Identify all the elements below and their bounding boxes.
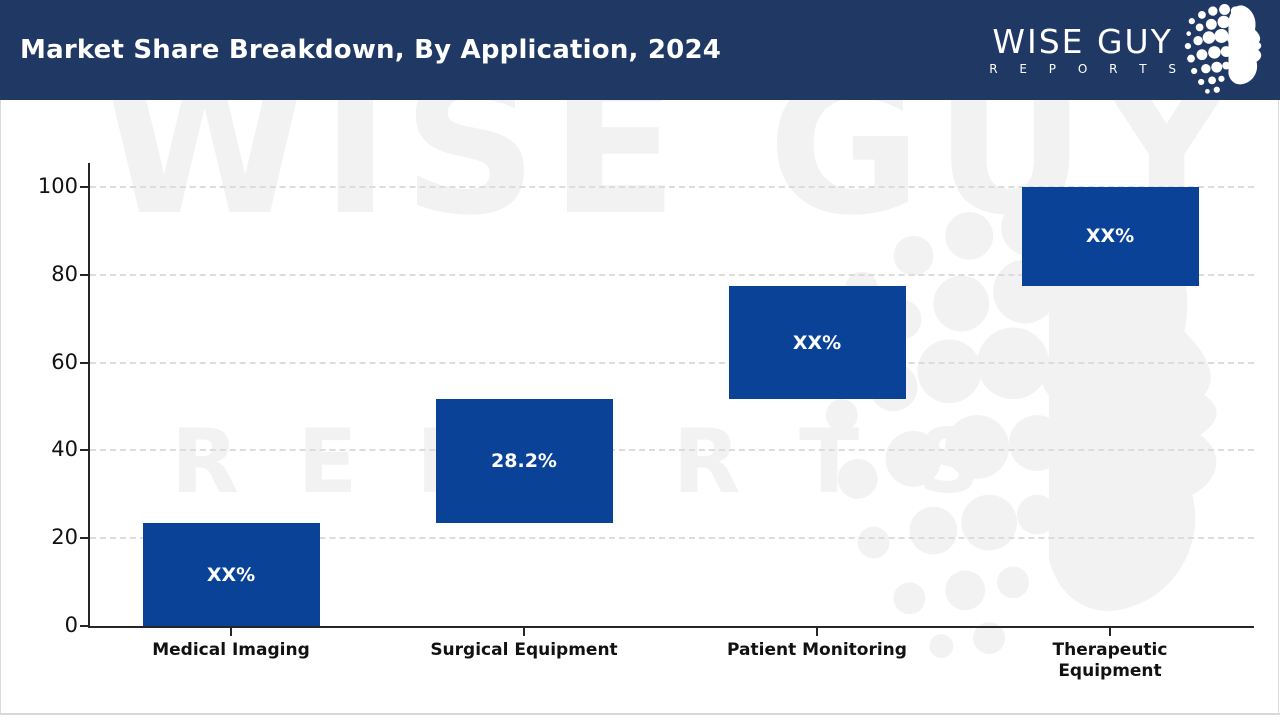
bar-surgical-equipment: 28.2% xyxy=(435,399,613,524)
gridline-80 xyxy=(90,273,1254,276)
header-bar: Market Share Breakdown, By Application, … xyxy=(0,0,1280,100)
y-tick-label-80: 80 xyxy=(51,261,78,286)
y-tick-label-0: 0 xyxy=(64,613,78,637)
y-tick-40 xyxy=(80,449,88,452)
logo-subtitle: R E P O R T S xyxy=(989,61,1185,76)
y-tick-20 xyxy=(80,537,88,540)
bar-value-label: XX% xyxy=(792,331,842,354)
bar-therapeutic-equipment: XX% xyxy=(1021,187,1199,286)
y-tick-label-40: 40 xyxy=(51,437,78,462)
y-axis-spine xyxy=(88,163,90,628)
y-tick-label-60: 60 xyxy=(51,349,78,374)
x-tick-label-1: Surgical Equipment xyxy=(430,640,618,660)
x-tick-label-3: Therapeutic Equipment xyxy=(1052,640,1168,681)
y-tick-60 xyxy=(80,361,88,364)
bar-medical-imaging: XX% xyxy=(142,523,320,626)
logo-dotted-head-icon xyxy=(1184,4,1262,94)
frame-border xyxy=(0,713,1280,715)
bar-value-label: XX% xyxy=(206,563,256,586)
gridline-60 xyxy=(90,361,1254,364)
bar-patient-monitoring: XX% xyxy=(728,285,906,400)
x-axis-spine xyxy=(88,626,1254,628)
y-tick-100 xyxy=(80,186,88,188)
x-tick-1 xyxy=(523,628,525,636)
frame-border xyxy=(1278,100,1279,714)
gridline-40 xyxy=(90,449,1254,452)
y-tick-80 xyxy=(80,273,88,276)
gridline-100 xyxy=(90,186,1254,188)
logo-wordmark: WISE GUY xyxy=(992,21,1173,61)
x-tick-3 xyxy=(1109,628,1111,636)
bar-value-label: XX% xyxy=(1085,225,1135,248)
y-tick-label-100: 100 xyxy=(37,174,78,198)
bar-value-label: 28.2% xyxy=(491,450,557,473)
gridline-20 xyxy=(90,537,1254,540)
brand-logo: WISE GUY R E P O R T S xyxy=(989,4,1266,96)
y-tick-label-20: 20 xyxy=(51,525,78,550)
x-tick-0 xyxy=(230,628,232,636)
page-title: Market Share Breakdown, By Application, … xyxy=(20,35,722,65)
frame-border xyxy=(0,100,1,714)
x-tick-label-2: Patient Monitoring xyxy=(727,640,907,660)
x-tick-label-0: Medical Imaging xyxy=(152,640,310,660)
x-tick-2 xyxy=(816,628,818,636)
chart-area: WISE GUY R E P O R T S 020406080100XX%Me… xyxy=(1,100,1279,713)
y-tick-0 xyxy=(80,625,88,627)
